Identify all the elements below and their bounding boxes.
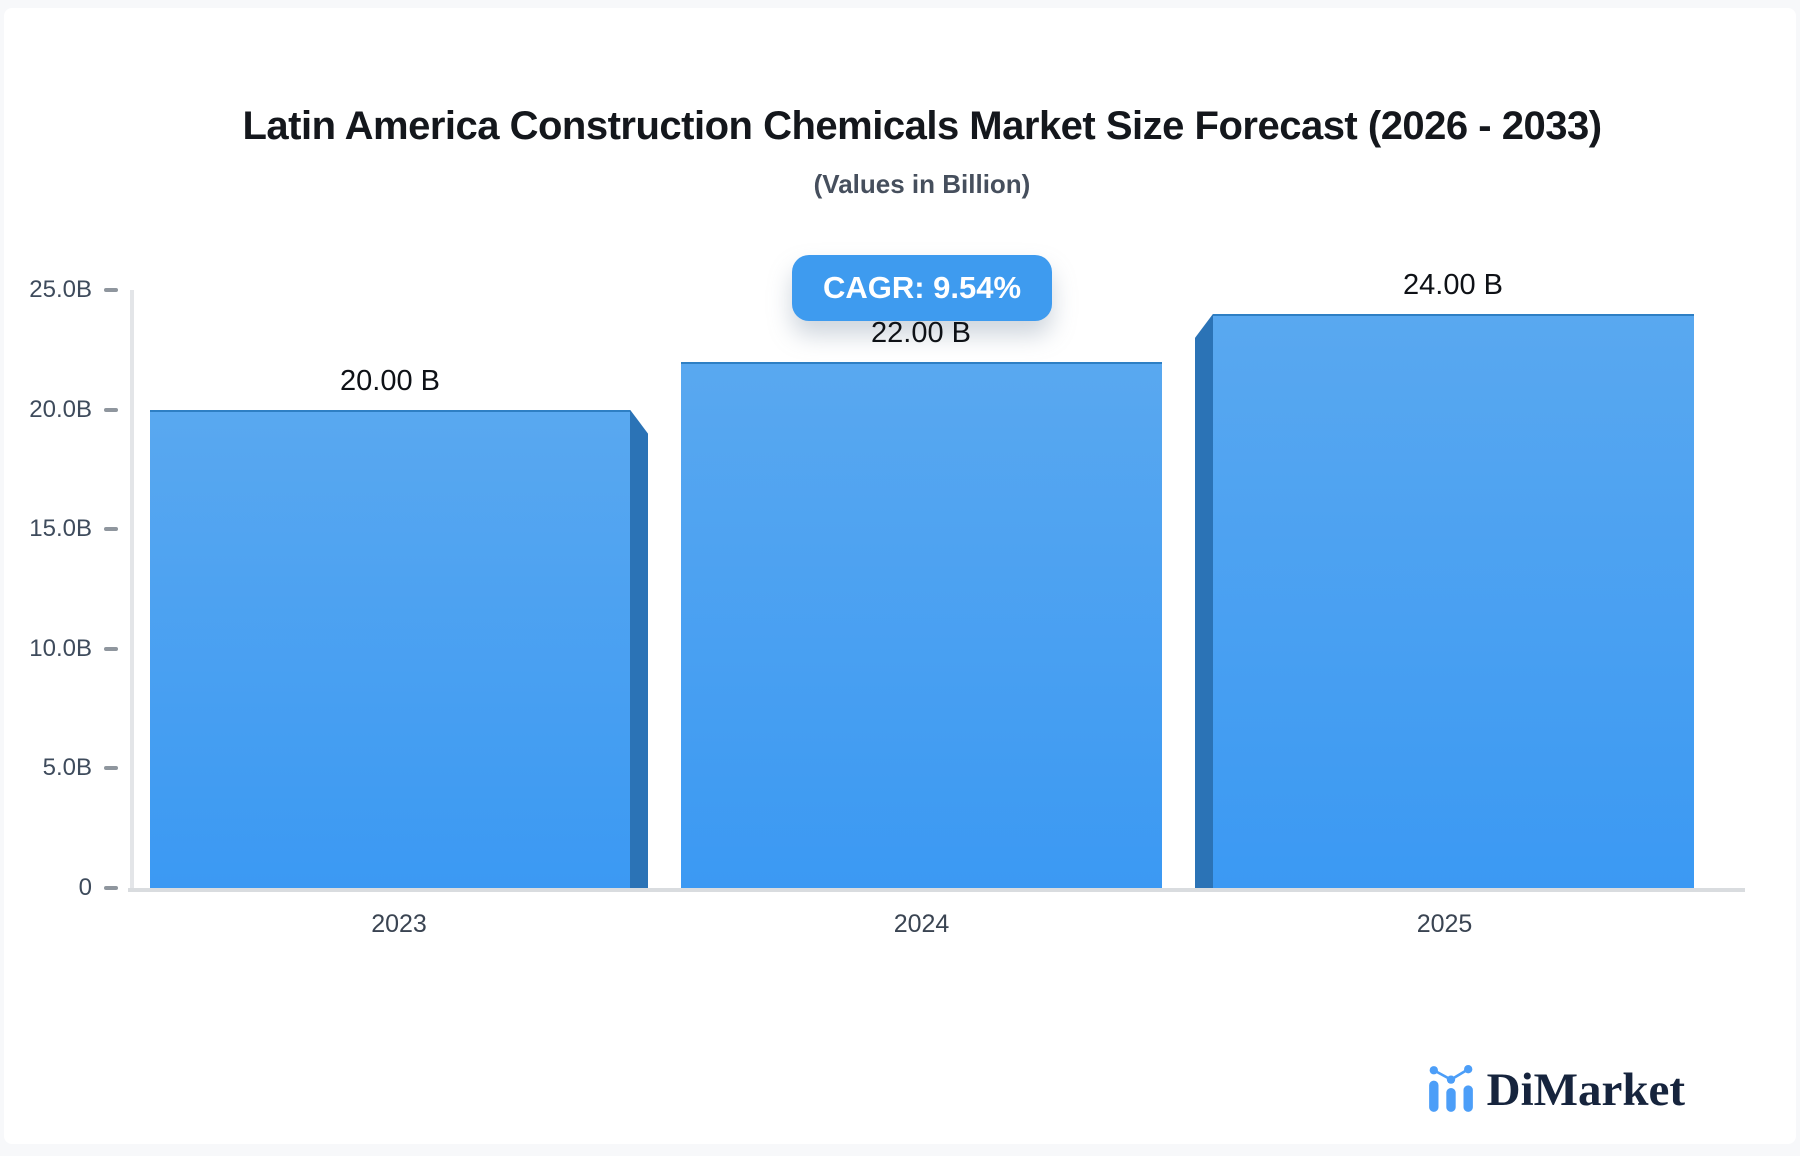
chart-header: Latin America Construction Chemicals Mar… [48, 104, 1796, 200]
y-tick: 10.0B [28, 635, 118, 663]
y-tick-mark [104, 407, 118, 412]
bar-value-label: 24.00 B [1403, 268, 1503, 301]
y-tick: 5.0B [28, 754, 118, 782]
y-tick-label: 5.0B [42, 754, 92, 782]
bar-2023-side-face [630, 409, 648, 888]
bar-2025: 24.00 B 2025 [1195, 269, 1694, 938]
x-axis-baseline [128, 888, 1745, 892]
mini-bar-line-chart-icon [1428, 1065, 1473, 1112]
y-tick-mark [104, 527, 118, 532]
y-tick: 25.0B [28, 276, 118, 304]
y-tick: 20.0B [28, 396, 118, 424]
page-title: Latin America Construction Chemicals Mar… [242, 104, 1602, 148]
chart-card: Latin America Construction Chemicals Mar… [4, 8, 1796, 1144]
bar-value-label: 20.00 B [340, 364, 440, 397]
y-axis-line [130, 290, 134, 888]
cagr-badge: CAGR: 9.54% [791, 255, 1053, 321]
y-tick-label: 25.0B [29, 276, 92, 303]
y-tick-label: 15.0B [29, 515, 92, 543]
y-tick-label: 10.0B [29, 634, 92, 662]
bar-2023: 20.00 B 2023 [150, 290, 648, 938]
y-tick-label: 0 [78, 874, 92, 901]
bar-2024-fill [681, 361, 1162, 888]
bar-2025-side-face [1195, 313, 1213, 888]
x-axis-label-2024: 2024 [893, 910, 950, 938]
logo-text: DiMarket [1486, 1064, 1685, 1116]
bar-2023-fill [150, 409, 630, 888]
x-axis-label-2025: 2025 [1416, 910, 1473, 938]
y-tick-mark [104, 646, 118, 651]
y-tick-mark [104, 766, 118, 771]
chart-subtitle: (Values in Billion) [813, 169, 1031, 199]
bar-value-label: 22.00 B [871, 316, 971, 349]
bar-2024: 22.00 B 2024 [681, 290, 1162, 938]
y-tick: 15.0B [28, 515, 118, 543]
x-axis-label-2023: 2023 [371, 910, 427, 938]
bar-chart-plot-area: 0 5.0B 10.0B 15.0B 20.0B 25.0B 20.00 B [29, 269, 1745, 938]
y-tick-mark [104, 886, 118, 890]
cagr-badge-band: CAGR: 9.54% [48, 255, 1796, 321]
dimarket-logo: DiMarket [1428, 1064, 1685, 1114]
bar-2025-fill [1213, 313, 1694, 888]
y-tick-label: 20.0B [29, 395, 92, 423]
y-tick: 0 [28, 874, 118, 902]
y-tick-mark [104, 288, 118, 292]
